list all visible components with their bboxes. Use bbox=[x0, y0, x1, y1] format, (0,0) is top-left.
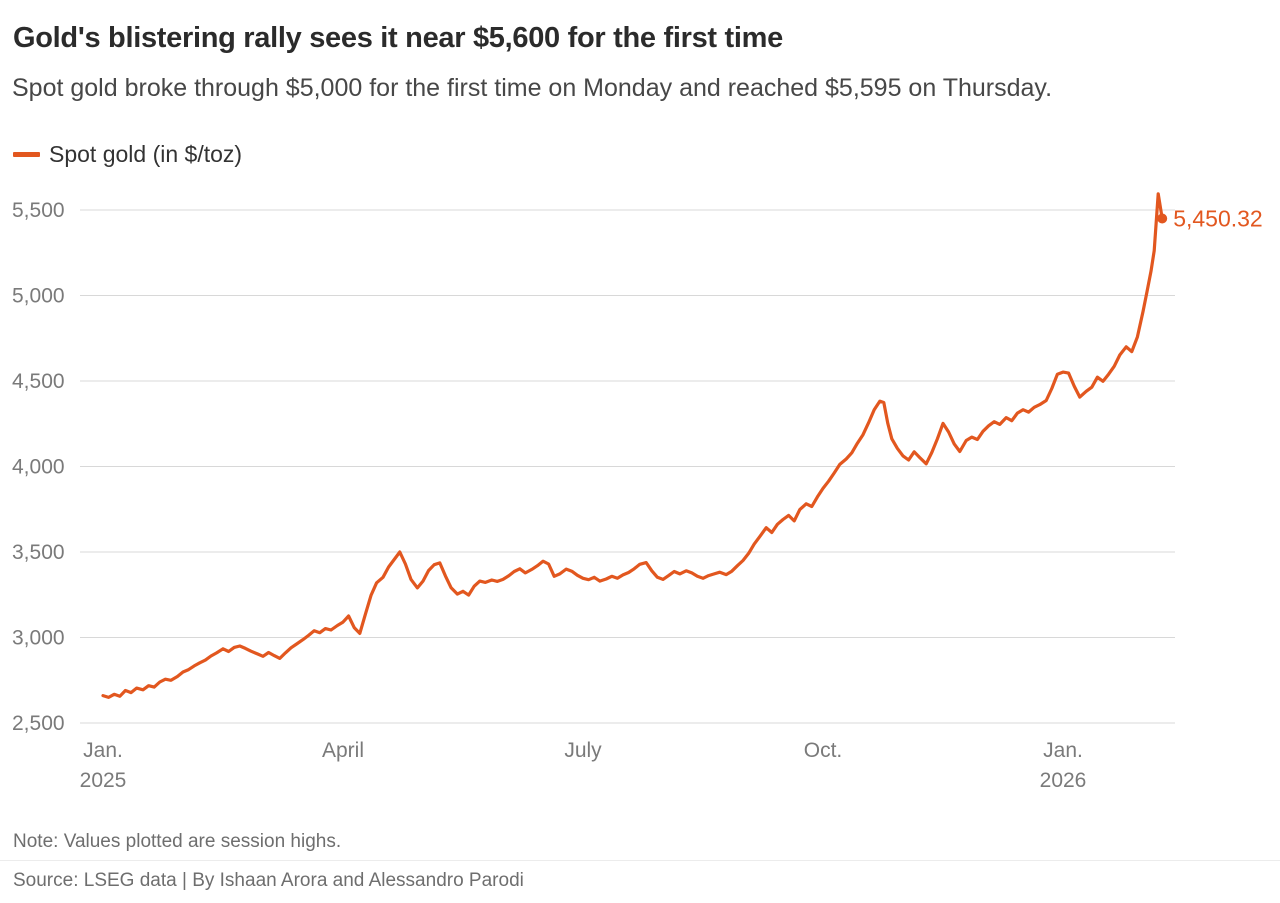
x-tick-label: Jan. bbox=[83, 739, 123, 762]
chart-note: Note: Values plotted are session highs. bbox=[13, 831, 342, 852]
x-tick-label: April bbox=[322, 739, 364, 762]
legend-line-swatch bbox=[13, 152, 40, 157]
chart-subtitle: Spot gold broke through $5,000 for the f… bbox=[12, 74, 1053, 102]
y-tick-label: 4,500 bbox=[12, 370, 65, 393]
y-tick-label: 5,000 bbox=[12, 285, 65, 308]
footer-divider bbox=[0, 860, 1280, 861]
x-tick-label: July bbox=[564, 739, 602, 762]
x-tick-sublabel: 2025 bbox=[80, 769, 127, 792]
x-tick-sublabel: 2026 bbox=[1040, 769, 1087, 792]
legend: Spot gold (in $/toz) bbox=[13, 141, 242, 168]
chart-source: Source: LSEG data | By Ishaan Arora and … bbox=[13, 870, 524, 891]
x-tick-label: Oct. bbox=[804, 739, 843, 762]
x-tick-label: Jan. bbox=[1043, 739, 1083, 762]
legend-label: Spot gold (in $/toz) bbox=[49, 141, 243, 167]
y-tick-label: 4,000 bbox=[12, 456, 65, 479]
y-tick-label: 5,500 bbox=[12, 199, 65, 222]
page-title: Gold's blistering rally sees it near $5,… bbox=[13, 22, 783, 54]
last-value-label: 5,450.32 bbox=[1173, 205, 1263, 231]
price-line bbox=[101, 192, 1164, 699]
last-value-dot bbox=[1157, 213, 1168, 224]
y-tick-label: 3,500 bbox=[12, 541, 65, 564]
y-tick-label: 3,000 bbox=[12, 627, 65, 650]
y-tick-label: 2,500 bbox=[12, 712, 65, 735]
